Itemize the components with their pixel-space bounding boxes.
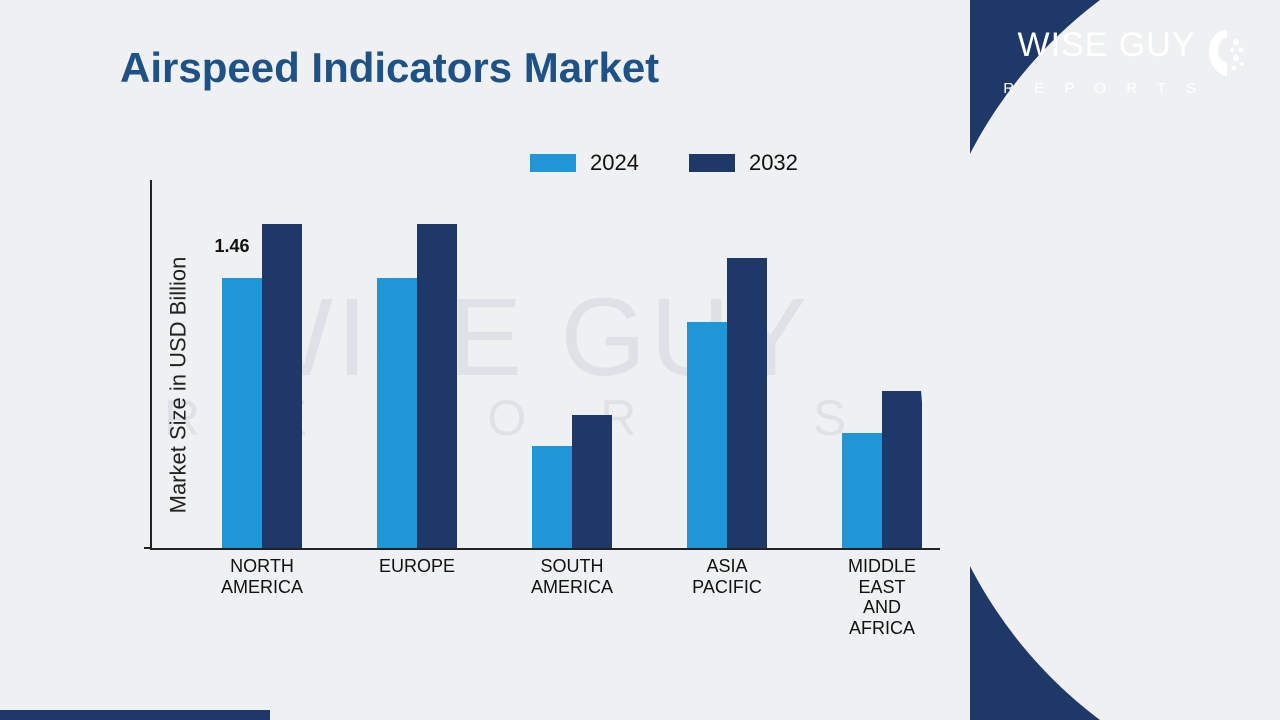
bar-2024 [377,278,417,548]
bar-group: EUROPE [367,180,467,548]
chart-title: Airspeed Indicators Market [120,44,659,92]
legend: 2024 2032 [530,150,798,176]
bar-2032 [727,258,767,548]
brand-panel: WISE GUY R E P O R T S [970,0,1280,720]
legend-swatch-2024 [530,154,576,172]
legend-label-2024: 2024 [590,150,639,176]
bar-group: MIDDLEEASTANDAFRICA [832,180,932,548]
category-label: EUROPE [352,548,482,577]
bar-2032 [417,224,457,548]
bar-2032 [572,415,612,548]
brand-logo: WISE GUY R E P O R T S [988,28,1248,108]
bar-group: SOUTHAMERICA [522,180,622,548]
bar-value-label: 1.46 [192,236,272,257]
legend-label-2032: 2032 [749,150,798,176]
brand-name: WISE GUY [1018,28,1196,62]
legend-item-2032: 2032 [689,150,798,176]
category-label: NORTHAMERICA [197,548,327,597]
page-root: WISE GUY R E P O R T S WISE GUY R E P O … [0,0,1280,720]
footer-accent-bar [0,710,270,720]
plot-area: 1.46NORTHAMERICA EUROPE SOUTHAMERICA ASIAPA… [150,180,940,550]
category-label: SOUTHAMERICA [507,548,637,597]
category-label: MIDDLEEASTANDAFRICA [817,548,947,639]
bar-2024 [842,433,882,548]
bar-group: 1.46NORTHAMERICA [212,180,312,548]
bar-2024 [532,446,572,548]
brand-sub: R E P O R T S [988,80,1248,97]
bar-2024 [687,322,727,548]
axis-tick [144,547,152,549]
bar-2032 [262,224,302,548]
legend-swatch-2032 [689,154,735,172]
bar-2024 [222,278,262,548]
chart: Market Size in USD Billion 2024 2032 1.4… [60,150,940,620]
bar-group: ASIAPACIFIC [677,180,777,548]
brand-head-icon [1206,28,1248,78]
category-label: ASIAPACIFIC [662,548,792,597]
bar-2032 [882,391,922,548]
legend-item-2024: 2024 [530,150,639,176]
